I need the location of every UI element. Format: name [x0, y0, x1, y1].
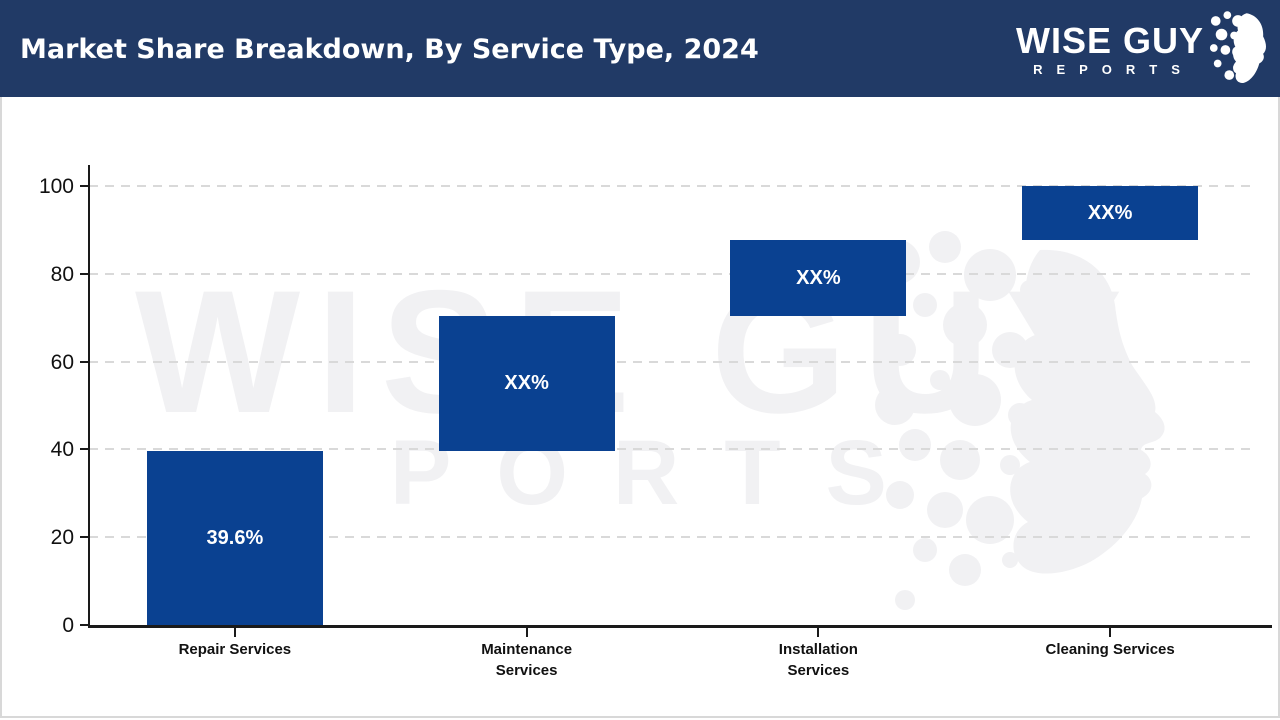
gridline	[89, 185, 1256, 187]
brand-head-icon	[1209, 11, 1266, 83]
gridline	[89, 360, 1256, 363]
page-title: Market Share Breakdown, By Service Type,…	[20, 34, 759, 65]
y-axis-tick-label: 20	[50, 526, 74, 550]
x-axis-category-label: Cleaning Services	[1045, 641, 1175, 658]
bar-segment	[1022, 186, 1199, 241]
header-bar: Market Share Breakdown, By Service Type,…	[0, 0, 1280, 97]
y-axis-tick-label: 80	[50, 262, 74, 286]
x-axis-category-label: Maintenance Services	[481, 641, 573, 679]
bar-segment	[730, 240, 907, 316]
x-axis-tick	[525, 628, 528, 637]
y-axis-tick	[80, 272, 89, 275]
brand-subname: REPORTS	[1033, 61, 1194, 77]
x-axis-category-label: Repair Services	[178, 641, 292, 658]
brand-logo-text: WISE GUY REPORTS	[1015, 19, 1204, 77]
x-axis-tick	[817, 628, 820, 637]
bar-value-label: 39.6%	[206, 526, 264, 549]
bar-value-label: XX%	[504, 372, 549, 395]
bar-value-label: XX%	[796, 266, 841, 289]
bar-value-label: XX%	[1087, 201, 1133, 224]
y-axis-tick	[80, 624, 89, 626]
y-axis-tick-label: 40	[50, 438, 74, 462]
plot-canvas: 0 20 40 60 80 100 39.6% Repair Services XX% Maint…	[0, 97, 1280, 720]
y-axis-tick	[80, 185, 89, 187]
gridline	[89, 272, 1256, 275]
y-axis-line	[88, 165, 90, 625]
x-axis-line	[88, 625, 1272, 628]
x-axis-tick	[1109, 628, 1112, 637]
y-axis-tick-label: 0	[62, 614, 74, 637]
brand-logo: WISE GUY REPORTS	[1016, 6, 1266, 92]
chart-area: WISE GUY PORTS 0 20 40 60 80 100 39.6% Repair S…	[0, 97, 1280, 720]
gridline	[89, 448, 1256, 451]
bar-segment	[146, 451, 323, 625]
x-axis-tick	[233, 628, 236, 637]
gridline	[89, 536, 1256, 539]
bar-segment	[438, 315, 615, 452]
y-axis-tick-label: 60	[50, 350, 74, 374]
brand-name: WISE GUY	[1015, 19, 1204, 61]
y-axis-tick	[80, 448, 89, 451]
x-axis-category-label: Installation Services	[778, 641, 858, 679]
y-axis-tick	[80, 536, 89, 539]
y-axis-tick	[80, 360, 89, 363]
y-axis-tick-label: 100	[38, 175, 74, 198]
